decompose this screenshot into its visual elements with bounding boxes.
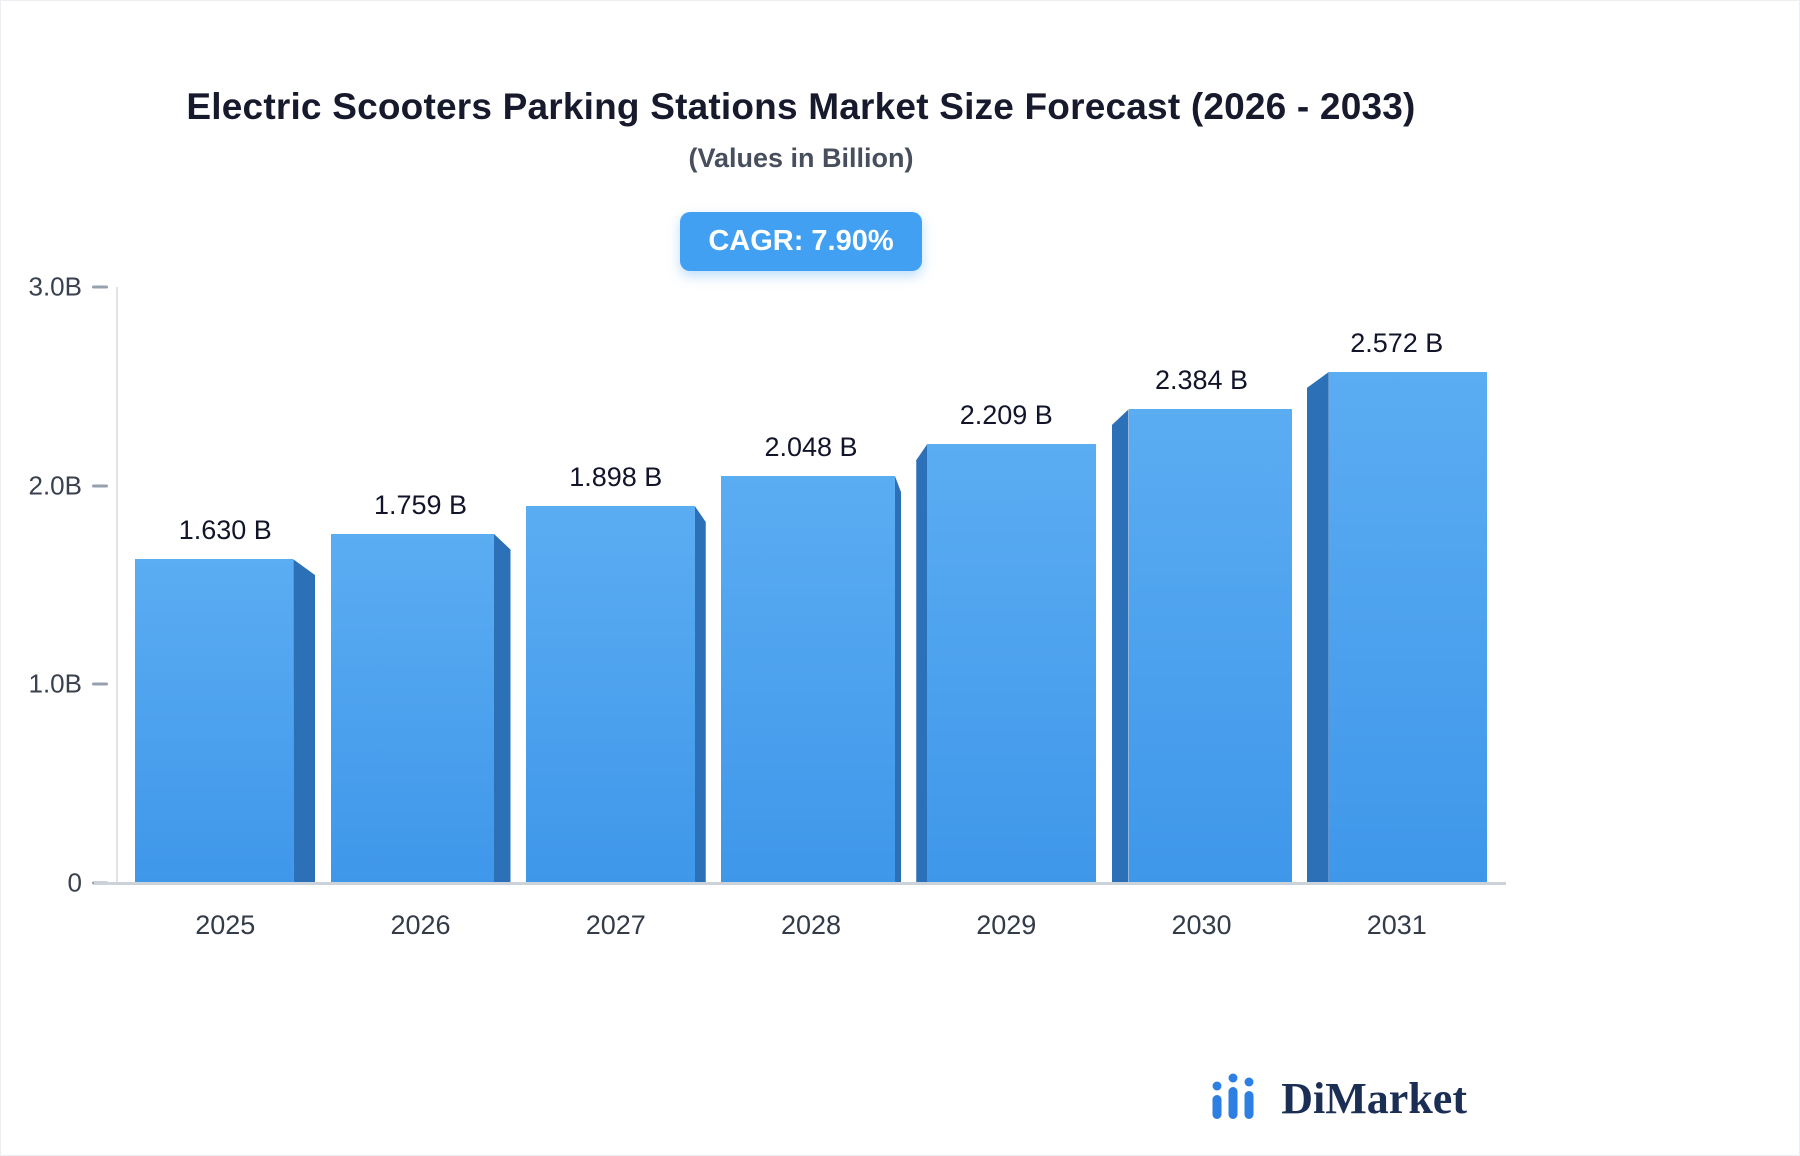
x-axis-labels: 2025 2026 2027 2028 2029 2030 2031 — [120, 910, 1502, 941]
bar-side-shade — [1306, 372, 1329, 883]
y-tick-mark — [92, 682, 108, 686]
cagr-badge: CAGR: 7.90% — [680, 212, 922, 271]
y-tick-label: 1.0B — [28, 668, 83, 699]
bar-2029: 2.209 B — [916, 400, 1097, 883]
bar-face — [721, 476, 895, 883]
x-axis-label-2027: 2027 — [585, 910, 646, 940]
y-tick-2.0B: 2.0B — [4, 470, 108, 501]
bar-2025: 1.630 B — [135, 515, 316, 883]
chart-title: Electric Scooters Parking Stations Marke… — [186, 86, 1416, 127]
bars-group: 1.630 B 1.759 B 1.898 B 2.048 B 2.209 B 2.384… — [120, 287, 1502, 883]
x-axis-label-2029: 2029 — [976, 910, 1037, 940]
bar-body — [330, 533, 511, 883]
bar-side-shade — [694, 505, 706, 883]
plot-area: 1.630 B 1.759 B 1.898 B 2.048 B 2.209 B 2.384… — [29, 272, 1506, 940]
bar-side-shade — [493, 533, 511, 883]
x-axis-label-2026: 2026 — [390, 910, 451, 940]
bar-2026: 1.759 B — [330, 490, 511, 883]
y-tick-label: 2.0B — [28, 470, 83, 501]
bar-value-label: 2.572 B — [1350, 328, 1444, 359]
y-tick-3.0B: 3.0B — [4, 272, 108, 303]
bar-value-label: 2.209 B — [959, 400, 1053, 431]
bar-body — [1306, 372, 1487, 883]
chart-content: Electric Scooters Parking Stations Marke… — [29, 1, 1516, 951]
bar-side-shade — [293, 559, 316, 883]
bar-body — [135, 559, 316, 883]
bar-body — [721, 476, 901, 883]
bar-2028: 2.048 B — [721, 432, 901, 883]
bar-face — [330, 533, 494, 883]
bar-face — [1328, 372, 1487, 883]
bar-side-shade — [1111, 409, 1129, 883]
bar-value-label: 2.384 B — [1154, 365, 1249, 396]
bar-value-label: 1.630 B — [178, 515, 272, 546]
bar-face — [927, 444, 1097, 883]
x-axis-label-2031: 2031 — [1366, 910, 1427, 940]
x-axis-label-2025: 2025 — [195, 910, 256, 940]
bar-2031: 2.572 B — [1306, 328, 1487, 883]
bar-value-label: 1.898 B — [569, 461, 663, 492]
bar-body — [525, 505, 706, 883]
y-tick-mark — [92, 484, 108, 488]
chart-subtitle: (Values in Billion) — [688, 143, 914, 173]
bar-face — [135, 559, 294, 883]
bar-value-label: 2.048 B — [764, 432, 858, 463]
bar-side-shade — [895, 476, 901, 883]
bar-2027: 1.898 B — [525, 462, 706, 883]
dimarket-logo: DiMarket — [1209, 1069, 1467, 1121]
logo-brand-text: DiMarket — [1281, 1074, 1467, 1123]
bar-face — [525, 505, 695, 883]
y-tick-mark — [92, 285, 108, 289]
y-tick-0: 0 — [4, 868, 108, 899]
y-tick-mark — [92, 881, 108, 885]
bar-2030: 2.384 B — [1111, 365, 1292, 883]
y-tick-label: 3.0B — [28, 271, 83, 302]
bar-face — [1128, 409, 1292, 883]
x-axis-label-2030: 2030 — [1171, 910, 1232, 940]
bar-body — [1111, 409, 1292, 883]
y-tick-label: 0 — [67, 867, 82, 898]
bar-chart-icon — [1212, 1073, 1254, 1119]
y-tick-1.0B: 1.0B — [4, 669, 108, 700]
x-axis-label-2028: 2028 — [780, 910, 842, 940]
bar-value-label: 1.759 B — [373, 489, 468, 520]
bar-chart: 1.630 B 1.759 B 1.898 B 2.048 B 2.209 B 2.384… — [29, 272, 1516, 951]
badge-row: CAGR: 7.90% — [86, 212, 1516, 271]
bar-side-shade — [916, 444, 928, 883]
bar-body — [916, 444, 1097, 883]
